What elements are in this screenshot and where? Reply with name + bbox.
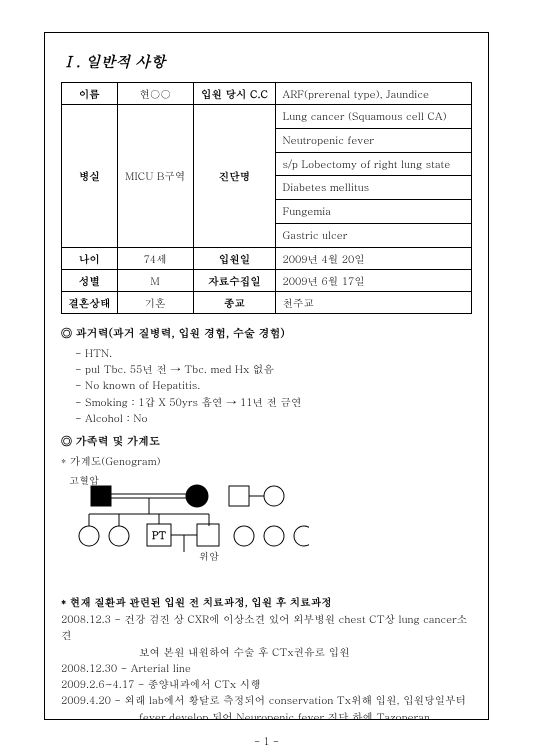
cell-marital-value: 기혼 xyxy=(117,291,193,313)
content-frame: Ⅰ. 일반적 사항 이름 현○○ 입원 당시 C.C ARF(prerenal … xyxy=(44,32,489,720)
cell-name-label: 이름 xyxy=(62,83,118,105)
cell-sex-label: 성별 xyxy=(62,269,118,291)
cell-marital-label: 결혼상태 xyxy=(62,291,118,313)
genogram-note: * 가계도(Genogram) xyxy=(61,453,472,468)
table-row: 성별 M 자료수집일 2009년 6월 17일 xyxy=(62,269,472,291)
history-item: - Alcohol : No xyxy=(75,410,472,426)
table-row: 결혼상태 기혼 종교 천주교 xyxy=(62,291,472,313)
cell-age-value: 74세 xyxy=(117,247,193,269)
course-line: 보여 본원 내원하여 수술 후 CTx권유로 입원 xyxy=(61,644,472,660)
table-row: 병실 MICU B구역 진단명 Lung cancer (Squamous ce… xyxy=(62,105,472,129)
genogram-pt-label: PT xyxy=(152,528,167,542)
course-line: 2008.12.30 - Arterial line xyxy=(61,660,472,676)
cell-ward-value: MICU B구역 xyxy=(117,105,193,248)
cell-age-label: 나이 xyxy=(62,247,118,269)
cell-admit-label: 입원일 xyxy=(193,247,276,269)
cell-cc-label: 입원 당시 C.C xyxy=(193,83,276,105)
course-line: 2009.4.20 - 외래 lab에서 황달로 측정되어 conservati… xyxy=(61,692,472,708)
cell-name-value: 현○○ xyxy=(117,83,193,105)
cell-sex-value: M xyxy=(117,269,193,291)
genogram: PT 고혈압 위암 xyxy=(69,474,472,584)
cell-dx-value: Fungemia xyxy=(276,200,472,224)
family-history-heading: ◎ 가족력 및 가계도 xyxy=(61,434,472,449)
course-line: 2009.2.6~4.17 - 종양내과에서 CTx 시행 xyxy=(61,676,472,692)
page-number: - 1 - xyxy=(0,734,533,748)
cell-dx-value: Neutropenic fever xyxy=(276,128,472,152)
history-item: - Smoking : 1갑 X 50yrs 흡연 → 11년 전 금연 xyxy=(75,394,472,410)
cell-dx-value: Lung cancer (Squamous cell CA) xyxy=(276,105,472,129)
cell-religion-label: 종교 xyxy=(193,291,276,313)
cell-collect-value: 2009년 6월 17일 xyxy=(276,269,472,291)
table-row: 이름 현○○ 입원 당시 C.C ARF(prerenal type), Jau… xyxy=(62,83,472,105)
cell-dx-value: Gastric ulcer xyxy=(276,223,472,247)
cell-admit-value: 2009년 4월 20일 xyxy=(276,247,472,269)
course-heading: * 현재 질환과 관련된 입원 전 치료과정, 입원 후 치료과정 xyxy=(61,594,472,609)
history-item: - No known of Hepatitis. xyxy=(75,377,472,393)
info-table: 이름 현○○ 입원 당시 C.C ARF(prerenal type), Jau… xyxy=(61,82,472,314)
cell-collect-label: 자료수집일 xyxy=(193,269,276,291)
genogram-svg: PT 고혈압 위암 xyxy=(69,474,309,584)
course-timeline: 2008.12.3 - 건강 검진 상 CXR에 이상소견 있어 외부병원 ch… xyxy=(61,611,472,720)
genogram-gastric-label: 위암 xyxy=(199,549,219,563)
cell-religion-value: 천주교 xyxy=(276,291,472,313)
past-history-heading: ◎ 과거력(과거 질병력, 입원 경험, 수술 경험) xyxy=(61,326,472,341)
genogram-htn-label: 고혈압 xyxy=(69,474,99,487)
course-line: fever develop 되어 Neuropenic fever 진단 하에 … xyxy=(61,709,472,720)
past-history-list: - HTN. - pul Tbc. 55년 전 → Tbc. med Hx 없음… xyxy=(75,345,472,426)
cell-ward-label: 병실 xyxy=(62,105,118,248)
page: Ⅰ. 일반적 사항 이름 현○○ 입원 당시 C.C ARF(prerenal … xyxy=(0,0,533,754)
cell-dx-value: s/p Lobectomy of right lung state xyxy=(276,152,472,176)
history-item: - pul Tbc. 55년 전 → Tbc. med Hx 없음 xyxy=(75,361,472,377)
cell-dx-value: Diabetes mellitus xyxy=(276,176,472,200)
history-item: - HTN. xyxy=(75,345,472,361)
cell-cc-value: ARF(prerenal type), Jaundice xyxy=(276,83,472,105)
course-line: 2008.12.3 - 건강 검진 상 CXR에 이상소견 있어 외부병원 ch… xyxy=(61,611,472,644)
section-title: Ⅰ. 일반적 사항 xyxy=(61,51,472,72)
cell-dx-label: 진단명 xyxy=(193,105,276,248)
table-row: 나이 74세 입원일 2009년 4월 20일 xyxy=(62,247,472,269)
